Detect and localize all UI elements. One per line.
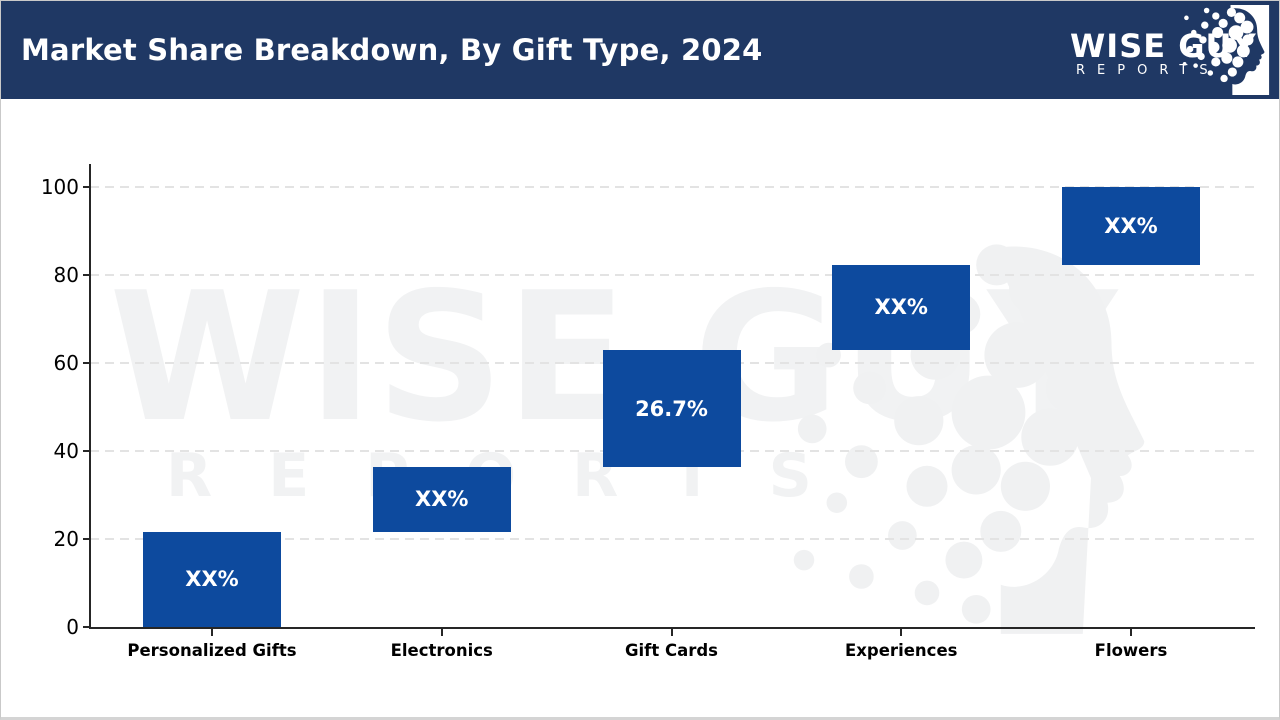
x-axis-tick — [900, 629, 903, 636]
gridline — [90, 274, 1257, 276]
chart-title: Market Share Breakdown, By Gift Type, 20… — [21, 33, 763, 67]
x-axis-tick — [1130, 629, 1132, 636]
bar: XX% — [832, 264, 971, 350]
bar-value-label: XX% — [415, 487, 469, 512]
x-tick-label: Flowers — [1094, 641, 1168, 660]
logo-subtitle: REPORTS — [1076, 63, 1220, 78]
bar: 26.7% — [602, 349, 741, 468]
y-tick-label: 40 — [53, 439, 79, 463]
bar-value-label: 26.7% — [635, 396, 708, 421]
y-axis-tick — [83, 362, 90, 364]
x-axis-tick — [211, 629, 213, 636]
gridline — [90, 186, 1257, 188]
bar: XX% — [143, 531, 281, 627]
y-axis-tick — [83, 274, 90, 276]
wise-guy-reports-logo: WISE GUY REPORTS — [1023, 1, 1273, 99]
x-tick-label: Electronics — [390, 641, 493, 660]
bar: XX% — [372, 467, 511, 532]
y-tick-label: 20 — [53, 527, 79, 551]
bar: XX% — [1062, 187, 1200, 265]
y-tick-label: 80 — [53, 263, 79, 287]
header-band: Market Share Breakdown, By Gift Type, 20… — [1, 1, 1279, 99]
y-axis-line — [89, 164, 91, 628]
gridline — [90, 538, 1257, 540]
y-tick-label: 100 — [40, 175, 79, 199]
x-axis-tick — [670, 629, 673, 636]
bar-value-label: XX% — [874, 295, 928, 320]
x-axis-line — [89, 627, 1255, 629]
x-tick-label: Gift Cards — [624, 641, 719, 660]
y-axis-tick — [83, 626, 90, 628]
x-axis-tick — [440, 629, 443, 636]
y-axis-tick — [83, 186, 90, 188]
bar-value-label: XX% — [185, 567, 239, 592]
x-tick-label: Personalized Gifts — [127, 641, 297, 660]
y-axis-tick — [83, 538, 90, 540]
x-tick-label: Experiences — [845, 641, 958, 660]
logo-head-icon — [1182, 5, 1270, 95]
y-tick-label: 60 — [53, 351, 79, 375]
y-axis-tick — [83, 450, 90, 452]
bar-value-label: XX% — [1104, 213, 1158, 238]
y-tick-label: 0 — [66, 615, 79, 639]
